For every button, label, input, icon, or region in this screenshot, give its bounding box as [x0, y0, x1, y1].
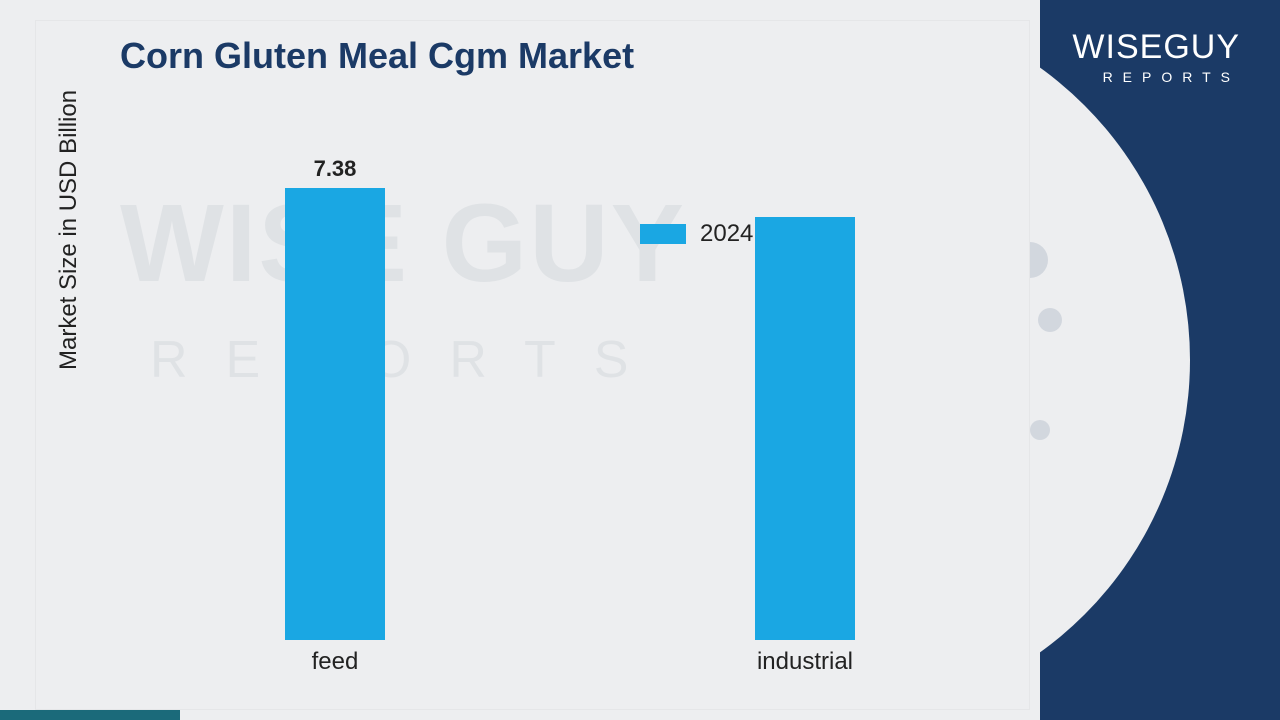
brand-logo-line1: WISEGUY — [1072, 28, 1240, 67]
chart-title: Corn Gluten Meal Cgm Market — [120, 35, 634, 77]
accent-bar — [0, 710, 180, 720]
chart-canvas: WISE GUY REPORTS Corn Gluten Meal Cgm Ma… — [0, 0, 1280, 720]
brand-logo-line2: REPORTS — [1072, 69, 1240, 85]
brand-word-guy: GUY — [1163, 28, 1240, 66]
x-label-feed: feed — [255, 648, 415, 676]
bar-value-feed: 7.38 — [275, 156, 395, 182]
y-axis-label: Market Size in USD Billion — [55, 90, 83, 370]
x-label-industrial: industrial — [725, 648, 885, 676]
plot-area: 7.38 feed 6.9 industrial — [120, 150, 1000, 640]
bar-industrial — [755, 217, 855, 640]
bar-feed — [285, 188, 385, 640]
brand-word-wise: WISE — [1072, 28, 1163, 66]
brand-logo: WISEGUY REPORTS — [1072, 28, 1240, 85]
